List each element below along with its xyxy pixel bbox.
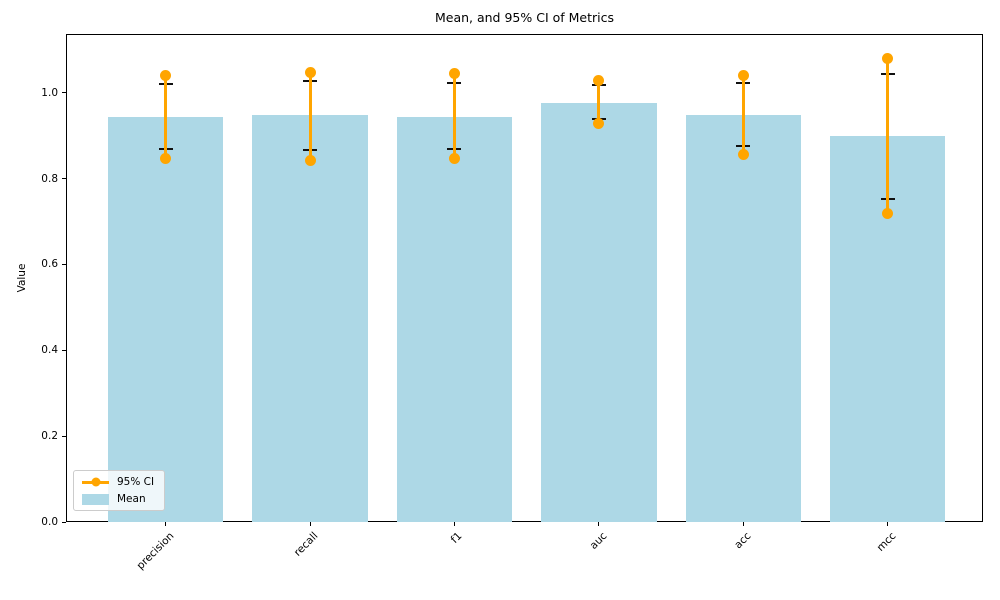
bar <box>252 115 368 522</box>
legend-label-ci: 95% CI <box>117 476 155 488</box>
bar <box>541 102 657 522</box>
y-tick <box>62 521 66 523</box>
y-tick-label: 0.6 <box>41 258 58 271</box>
ci-dot-icon <box>91 477 100 487</box>
ci-marker-icon <box>160 152 172 164</box>
chart-title: Mean, and 95% CI of Metrics <box>434 10 615 25</box>
ci-marker-icon <box>882 207 894 219</box>
x-tick-label: f1 <box>449 530 465 546</box>
x-tick <box>453 522 455 526</box>
x-tick-label: mcc <box>874 530 899 554</box>
x-tick-label: precision <box>134 530 177 572</box>
y-tick-label: 0.2 <box>41 430 58 443</box>
x-tick <box>742 522 744 526</box>
ci-marker-icon <box>593 75 605 87</box>
x-tick-label: recall <box>291 530 321 559</box>
y-tick-label: 1.0 <box>41 86 58 99</box>
y-tick-label: 0.4 <box>41 344 58 357</box>
ci-line-swatch-icon <box>82 477 109 487</box>
y-tick <box>62 435 66 437</box>
y-tick-label: 0.8 <box>41 172 58 185</box>
mean-patch-swatch-icon <box>82 493 109 505</box>
ci-marker-icon <box>737 148 749 160</box>
ci-errorbar-line <box>886 58 890 214</box>
legend: 95% CI Mean <box>73 470 166 511</box>
legend-item-ci: 95% CI <box>82 476 154 488</box>
x-tick <box>165 522 167 526</box>
ci-marker-icon <box>448 68 460 80</box>
y-tick <box>62 178 66 180</box>
ci-marker-icon <box>304 154 316 166</box>
x-tick <box>598 522 600 526</box>
x-tick-label: acc <box>732 530 754 552</box>
ci-errorbar-line <box>164 75 168 159</box>
ci-errorbar-line <box>308 72 312 161</box>
y-tick <box>62 263 66 265</box>
ci-marker-icon <box>304 66 316 78</box>
bar <box>396 117 513 522</box>
legend-label-mean: Mean <box>117 493 146 505</box>
ci-marker-icon <box>160 69 172 81</box>
ci-marker-icon <box>593 118 605 130</box>
ci-marker-icon <box>737 70 749 82</box>
x-tick <box>887 522 889 526</box>
y-tick <box>62 349 66 351</box>
ci-errorbar-line <box>597 80 601 124</box>
bar <box>685 115 802 522</box>
bar <box>107 117 224 522</box>
y-tick-label: 0.0 <box>41 516 58 528</box>
legend-item-mean: Mean <box>82 493 154 505</box>
ci-marker-icon <box>448 153 460 165</box>
ci-errorbar-line <box>741 75 745 155</box>
x-tick-label: auc <box>587 530 610 552</box>
ci-marker-icon <box>882 52 894 64</box>
x-tick <box>309 522 311 526</box>
y-tick <box>62 92 66 94</box>
ci-errorbar-line <box>452 73 456 159</box>
